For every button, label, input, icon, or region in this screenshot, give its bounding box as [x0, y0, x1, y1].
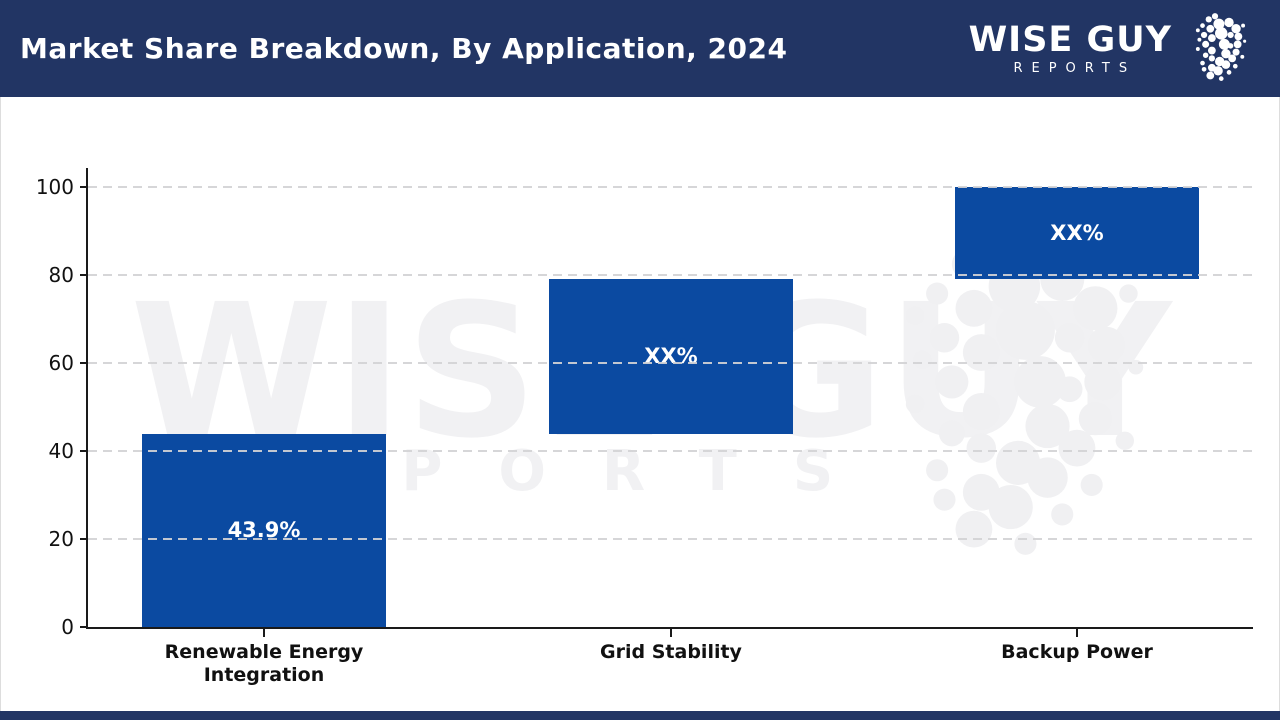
x-axis-tick [263, 629, 265, 637]
y-axis-tick [80, 538, 88, 540]
bar-3: XX% [955, 187, 1199, 279]
y-tick-label: 80 [48, 263, 74, 287]
y-tick-label: 100 [35, 175, 74, 199]
logo-wordmark: WISE GUY [968, 19, 1172, 60]
logo-wordmark-block: WISE GUY REPORTS [968, 19, 1172, 76]
wiseguy-logo: WISE GUY REPORTS [969, 7, 1254, 91]
y-tick-label: 0 [61, 615, 74, 639]
bar-1: 43.9% [142, 433, 386, 627]
x-category-label: Renewable Energy Integration [164, 641, 364, 686]
y-tick-label: 60 [48, 351, 74, 375]
logo-subtitle: REPORTS [1013, 60, 1137, 76]
y-axis-tick [80, 450, 88, 452]
y-tick-label: 40 [48, 439, 74, 463]
bar-value-label: XX% [644, 344, 698, 369]
y-tick-label: 20 [48, 527, 74, 551]
gridline [88, 450, 1253, 452]
y-axis-tick [80, 362, 88, 364]
x-axis-tick [670, 629, 672, 637]
gridline [88, 186, 1253, 188]
y-axis-tick [80, 626, 88, 628]
x-category-label: Backup Power [1001, 641, 1153, 663]
gridline [88, 538, 1253, 540]
gridline [88, 362, 1253, 364]
x-category-label: Grid Stability [600, 641, 742, 663]
bar-value-label: XX% [1050, 220, 1104, 245]
gridline [88, 274, 1253, 276]
bar-2: XX% [549, 278, 793, 434]
x-axis-line [86, 627, 1253, 629]
footer-bar [0, 711, 1280, 720]
page-title: Market Share Breakdown, By Application, … [20, 32, 788, 65]
y-axis-tick [80, 274, 88, 276]
y-axis-line [86, 168, 88, 629]
x-axis-tick [1076, 629, 1078, 637]
wiseguy-face-icon [1195, 12, 1247, 81]
header-bar: Market Share Breakdown, By Application, … [0, 0, 1280, 97]
y-axis-tick [80, 186, 88, 188]
